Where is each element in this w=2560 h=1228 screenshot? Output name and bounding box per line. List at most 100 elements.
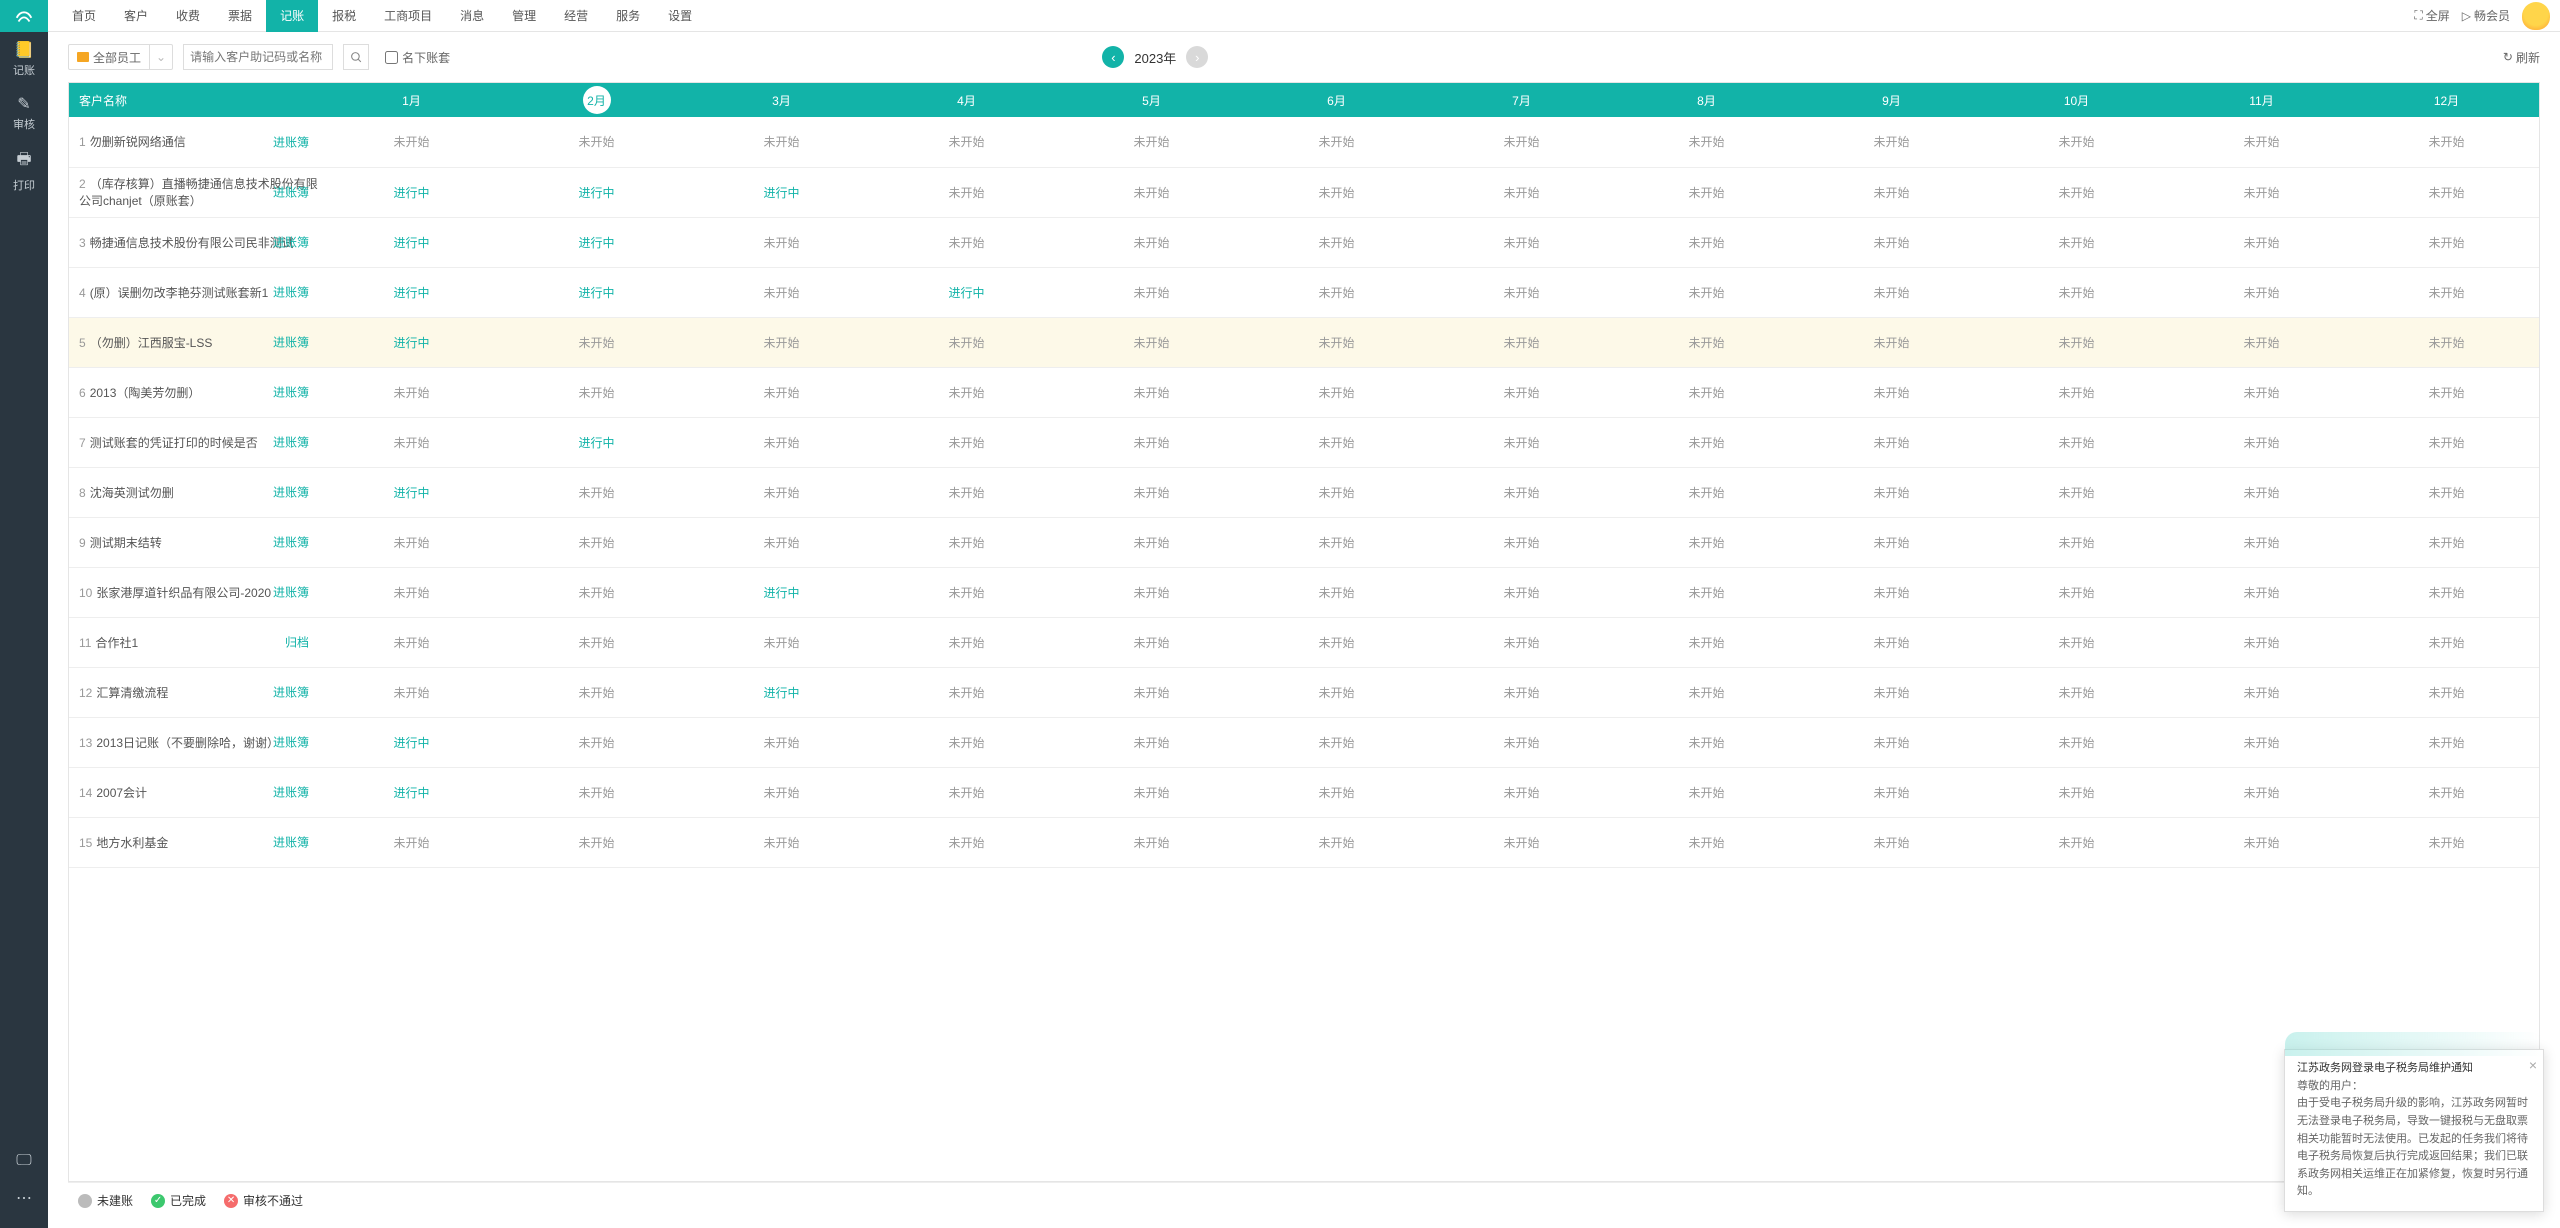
- status-cell[interactable]: 未开始: [2169, 667, 2354, 717]
- status-cell[interactable]: 未开始: [2169, 267, 2354, 317]
- ledger-link[interactable]: 进账簿: [273, 133, 309, 150]
- status-cell[interactable]: 未开始: [2354, 317, 2539, 367]
- status-cell[interactable]: 未开始: [504, 767, 689, 817]
- status-cell[interactable]: 未开始: [1984, 717, 2169, 767]
- mascot-icon[interactable]: [2522, 2, 2550, 30]
- status-cell[interactable]: 未开始: [1059, 117, 1244, 167]
- status-cell[interactable]: 未开始: [1799, 167, 1984, 217]
- status-cell[interactable]: 未开始: [689, 217, 874, 267]
- status-cell[interactable]: 未开始: [2354, 267, 2539, 317]
- status-cell[interactable]: 未开始: [1244, 717, 1429, 767]
- ledger-link[interactable]: 进账簿: [273, 734, 309, 751]
- status-cell[interactable]: 进行中: [319, 317, 504, 367]
- status-cell[interactable]: 未开始: [1614, 417, 1799, 467]
- status-cell[interactable]: 未开始: [1429, 117, 1614, 167]
- status-cell[interactable]: 未开始: [1429, 367, 1614, 417]
- status-cell[interactable]: 未开始: [504, 367, 689, 417]
- status-cell[interactable]: 未开始: [689, 767, 874, 817]
- status-cell[interactable]: 未开始: [1614, 267, 1799, 317]
- status-cell[interactable]: 未开始: [1614, 217, 1799, 267]
- status-cell[interactable]: 未开始: [1799, 367, 1984, 417]
- table-row[interactable]: 132013日记账（不要删除哈，谢谢）进账簿进行中未开始未开始未开始未开始未开始…: [69, 717, 2539, 767]
- table-row[interactable]: 2（库存核算）直播畅捷通信息技术股份有限公司chanjet（原账套）进账簿进行中…: [69, 167, 2539, 217]
- status-cell[interactable]: 未开始: [1984, 117, 2169, 167]
- status-cell[interactable]: 未开始: [504, 717, 689, 767]
- status-cell[interactable]: 未开始: [1984, 817, 2169, 867]
- ledger-link[interactable]: 归档: [285, 634, 309, 651]
- sidebar-item-审核[interactable]: ✎审核: [0, 86, 48, 140]
- status-cell[interactable]: 未开始: [1059, 267, 1244, 317]
- status-cell[interactable]: 未开始: [1429, 217, 1614, 267]
- status-cell[interactable]: 进行中: [689, 567, 874, 617]
- status-cell[interactable]: 未开始: [1429, 317, 1614, 367]
- status-cell[interactable]: 未开始: [874, 617, 1059, 667]
- status-cell[interactable]: 未开始: [1984, 567, 2169, 617]
- table-row[interactable]: 5（勿删）江西服宝-LSS进账簿进行中未开始未开始未开始未开始未开始未开始未开始…: [69, 317, 2539, 367]
- status-cell[interactable]: 未开始: [689, 267, 874, 317]
- status-cell[interactable]: 未开始: [2169, 617, 2354, 667]
- status-cell[interactable]: 未开始: [1059, 367, 1244, 417]
- status-cell[interactable]: 未开始: [1984, 467, 2169, 517]
- status-cell[interactable]: 未开始: [2354, 817, 2539, 867]
- status-cell[interactable]: 未开始: [874, 667, 1059, 717]
- status-cell[interactable]: 未开始: [1429, 817, 1614, 867]
- table-row[interactable]: 62013（陶美芳勿删）进账簿未开始未开始未开始未开始未开始未开始未开始未开始未…: [69, 367, 2539, 417]
- col-month-8[interactable]: 8月: [1614, 83, 1799, 117]
- status-cell[interactable]: 进行中: [504, 217, 689, 267]
- nav-服务[interactable]: 服务: [602, 0, 654, 32]
- ledger-link[interactable]: 进账簿: [273, 184, 309, 201]
- status-cell[interactable]: 未开始: [1614, 767, 1799, 817]
- col-month-4[interactable]: 4月: [874, 83, 1059, 117]
- status-cell[interactable]: 未开始: [1059, 217, 1244, 267]
- status-cell[interactable]: 未开始: [1799, 467, 1984, 517]
- status-cell[interactable]: 进行中: [319, 717, 504, 767]
- table-row[interactable]: 9测试期末结转进账簿未开始未开始未开始未开始未开始未开始未开始未开始未开始未开始…: [69, 517, 2539, 567]
- nav-记账[interactable]: 记账: [266, 0, 318, 32]
- ledger-link[interactable]: 进账簿: [273, 534, 309, 551]
- table-row[interactable]: 12汇算清缴流程进账簿未开始未开始进行中未开始未开始未开始未开始未开始未开始未开…: [69, 667, 2539, 717]
- status-cell[interactable]: 未开始: [1244, 517, 1429, 567]
- status-cell[interactable]: 未开始: [689, 467, 874, 517]
- status-cell[interactable]: 未开始: [1244, 267, 1429, 317]
- status-cell[interactable]: 未开始: [1614, 617, 1799, 667]
- status-cell[interactable]: 进行中: [319, 467, 504, 517]
- status-cell[interactable]: 未开始: [1799, 267, 1984, 317]
- col-month-12[interactable]: 12月: [2354, 83, 2539, 117]
- status-cell[interactable]: 未开始: [2354, 217, 2539, 267]
- status-cell[interactable]: 未开始: [874, 517, 1059, 567]
- status-cell[interactable]: 未开始: [2169, 417, 2354, 467]
- sidebar-item-打印[interactable]: 🖶打印: [0, 140, 48, 201]
- table-row[interactable]: 15地方水利基金进账簿未开始未开始未开始未开始未开始未开始未开始未开始未开始未开…: [69, 817, 2539, 867]
- status-cell[interactable]: 未开始: [1799, 617, 1984, 667]
- col-month-2[interactable]: 2月: [504, 83, 689, 117]
- status-cell[interactable]: 未开始: [1984, 217, 2169, 267]
- status-cell[interactable]: 未开始: [1059, 817, 1244, 867]
- status-cell[interactable]: 未开始: [1059, 617, 1244, 667]
- status-cell[interactable]: 未开始: [1059, 317, 1244, 367]
- status-cell[interactable]: 未开始: [1059, 717, 1244, 767]
- status-cell[interactable]: 未开始: [504, 817, 689, 867]
- status-cell[interactable]: 未开始: [1799, 567, 1984, 617]
- status-cell[interactable]: 未开始: [2354, 117, 2539, 167]
- ledger-link[interactable]: 进账簿: [273, 484, 309, 501]
- col-month-9[interactable]: 9月: [1799, 83, 1984, 117]
- status-cell[interactable]: 未开始: [1614, 517, 1799, 567]
- status-cell[interactable]: 未开始: [1244, 217, 1429, 267]
- status-cell[interactable]: 未开始: [1059, 417, 1244, 467]
- status-cell[interactable]: 未开始: [2169, 167, 2354, 217]
- table-row[interactable]: 4(原）误删勿改李艳芬测试账套新1进账簿进行中进行中未开始进行中未开始未开始未开…: [69, 267, 2539, 317]
- nav-客户[interactable]: 客户: [110, 0, 162, 32]
- status-cell[interactable]: 进行中: [504, 267, 689, 317]
- status-cell[interactable]: 未开始: [689, 317, 874, 367]
- status-cell[interactable]: 未开始: [2169, 367, 2354, 417]
- ledger-link[interactable]: 进账簿: [273, 334, 309, 351]
- status-cell[interactable]: 未开始: [874, 367, 1059, 417]
- status-cell[interactable]: 未开始: [1059, 467, 1244, 517]
- status-cell[interactable]: 未开始: [1059, 667, 1244, 717]
- status-cell[interactable]: 未开始: [2169, 567, 2354, 617]
- ledger-link[interactable]: 进账簿: [273, 384, 309, 401]
- status-cell[interactable]: 未开始: [319, 367, 504, 417]
- status-cell[interactable]: 未开始: [1799, 417, 1984, 467]
- status-cell[interactable]: 未开始: [2169, 767, 2354, 817]
- status-cell[interactable]: 未开始: [1244, 317, 1429, 367]
